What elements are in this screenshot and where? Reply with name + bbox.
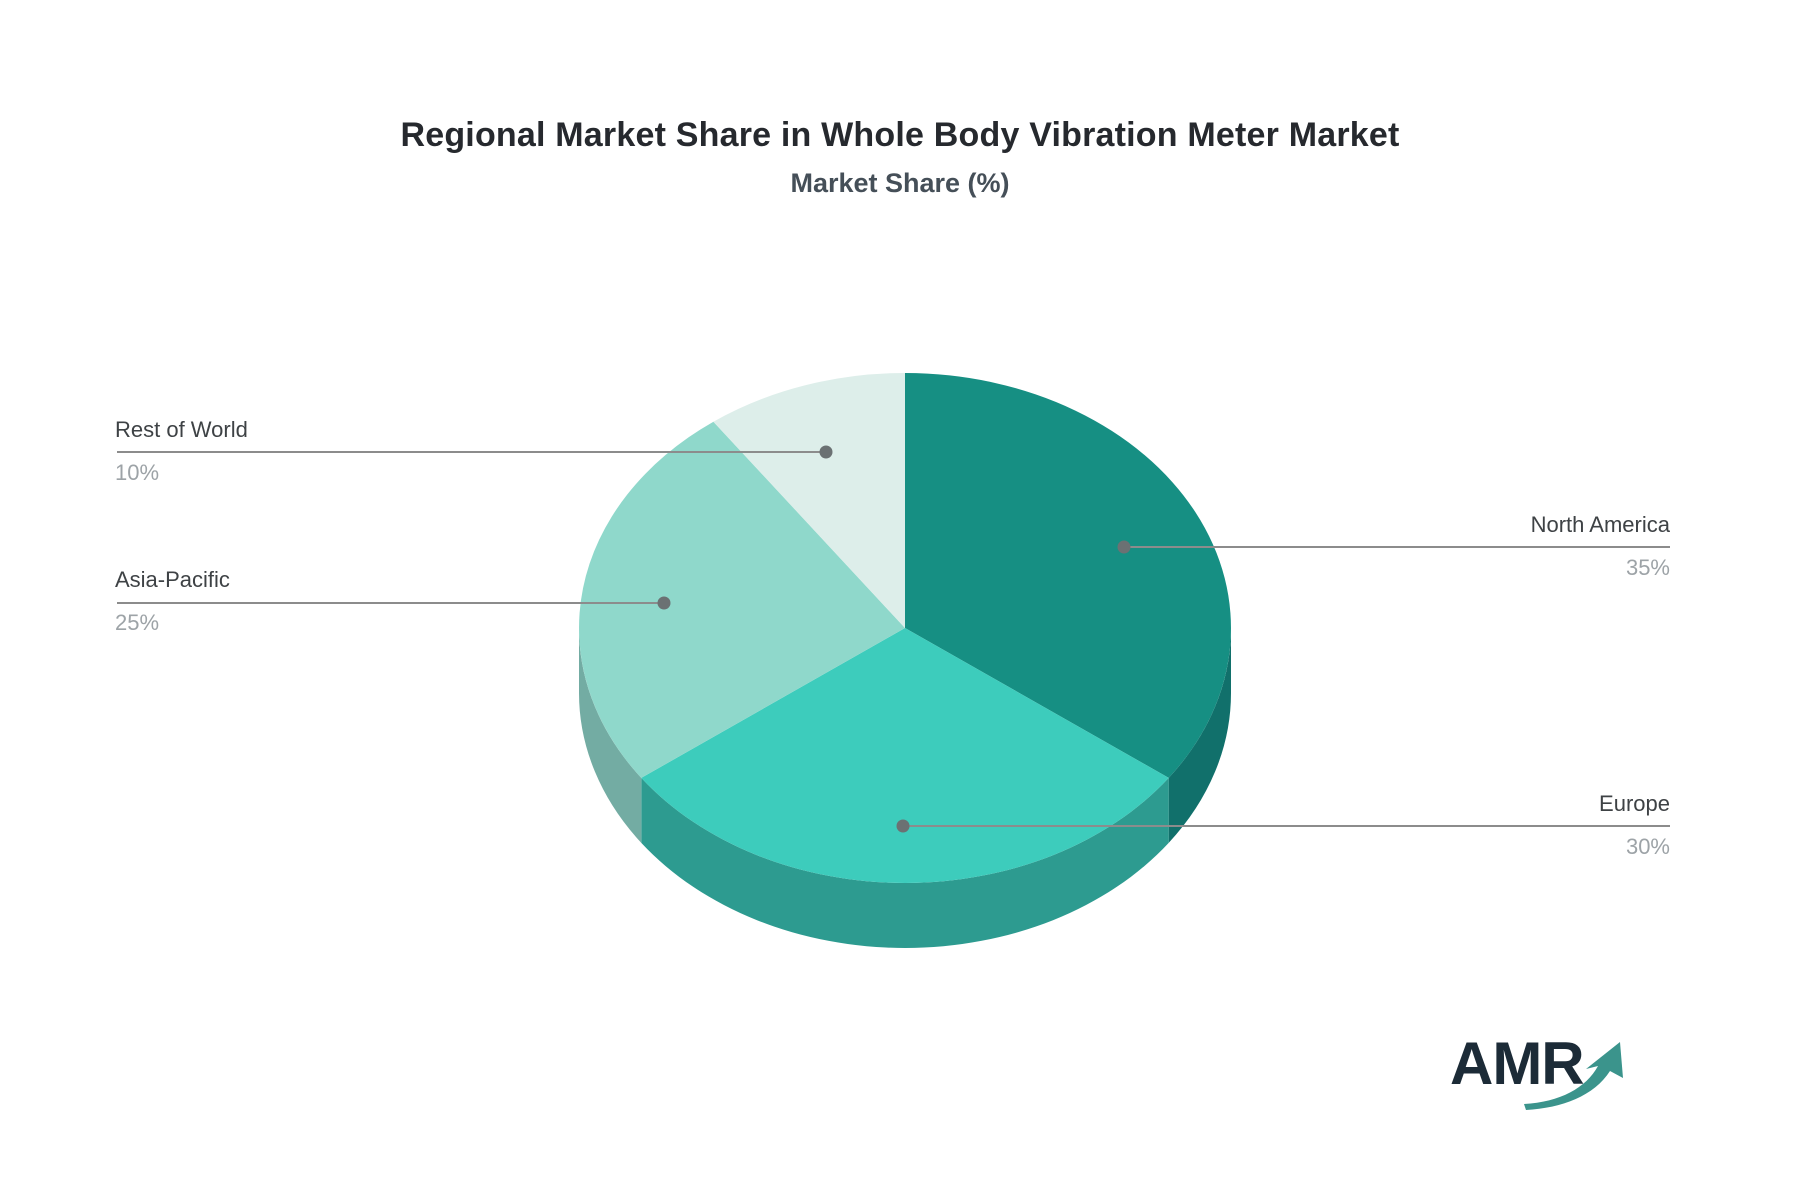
slice-percent: 25% [115,610,160,635]
slice-label-north-america: North America 35% [1531,512,1670,581]
slice-name: Europe [1599,791,1670,816]
pie-slice-north-america[interactable] [905,373,1231,778]
pie-slice-europe[interactable] [641,628,1169,883]
leader-dot-rest-of-world [819,445,833,459]
slice-name: Asia-Pacific [115,567,230,592]
slice-label-asia-pacific: Asia-Pacific 25% [115,567,230,636]
leader-dot-europe [896,819,910,833]
growth-arrow-icon [1524,1042,1623,1110]
brand-logo-text: AMR [1450,1030,1585,1097]
slice-name: North America [1530,512,1670,537]
pie-slice-asia-pacific[interactable] [579,421,905,778]
slice-name: Rest of World [115,417,248,442]
leader-dot-asia-pacific [657,596,671,610]
chart-title: Regional Market Share in Whole Body Vibr… [400,116,1400,154]
pie-slice-rest-of-world[interactable] [713,373,905,628]
slice-percent: 10% [115,460,160,485]
slice-percent: 35% [1625,555,1670,580]
slice-percent: 30% [1625,834,1670,859]
brand-logo: AMR [1450,1032,1660,1112]
slice-label-europe: Europe 30% [1599,791,1670,860]
pie-slice-side-north-america [1168,628,1231,843]
slice-label-rest-of-world: Rest of World 10% [115,417,248,486]
leader-dot-north-america [1117,540,1131,554]
pie-slice-side-europe [641,777,1169,948]
pie-slice-side-asia-pacific [579,628,642,843]
chart-subtitle: Market Share (%) [790,168,1010,198]
